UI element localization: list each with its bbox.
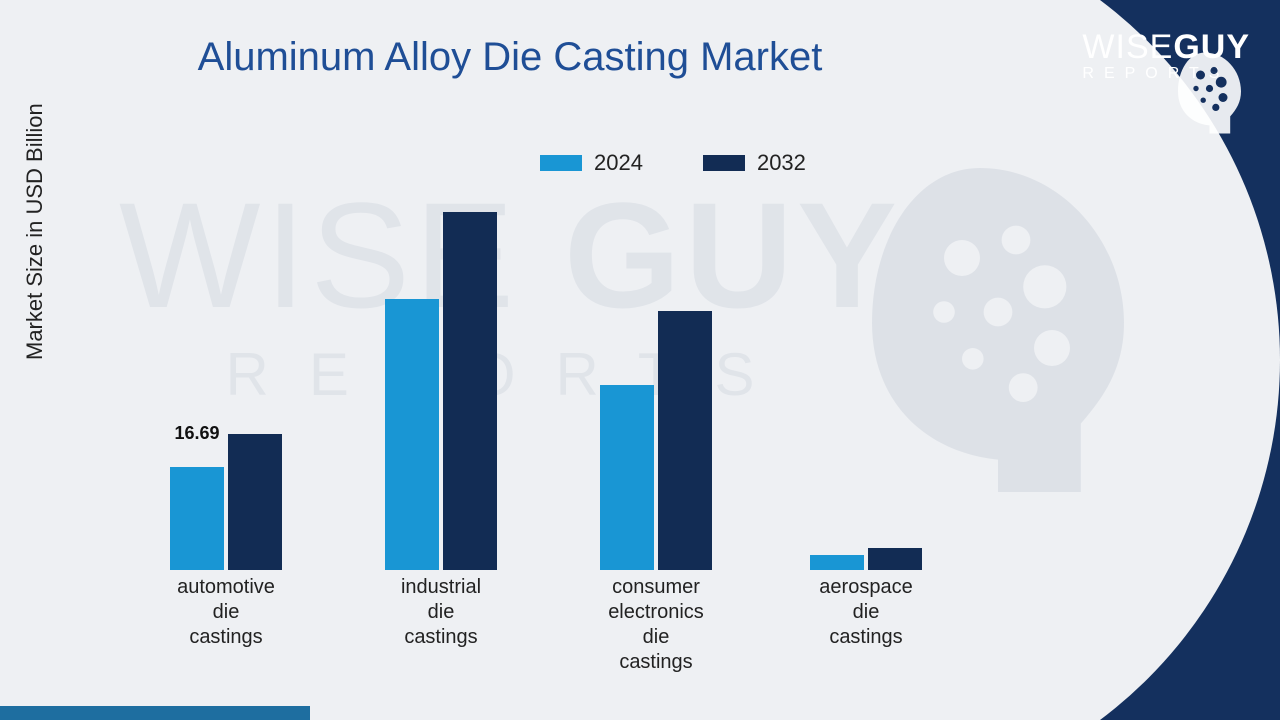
brand-side-panel: WISEGUY REPORTS (960, 0, 1280, 720)
legend-swatch-2032 (703, 155, 745, 171)
x-axis-category-label: automotivediecastings (136, 575, 316, 650)
bar (443, 212, 497, 570)
plot-area: 16.69 (130, 200, 950, 570)
bar (228, 434, 282, 570)
brand-logo: WISEGUY REPORTS (1082, 28, 1250, 83)
x-axis-category-label: consumerelectronicsdiecastings (566, 575, 746, 675)
legend-item-2024: 2024 (540, 150, 643, 176)
x-axis-category-label: aerospacediecastings (776, 575, 956, 650)
y-axis-label: Market Size in USD Billion (22, 103, 48, 360)
footer-accent-bar (0, 706, 310, 720)
legend-swatch-2024 (540, 155, 582, 171)
bar (658, 311, 712, 570)
legend-item-2032: 2032 (703, 150, 806, 176)
brand-head-icon (1160, 48, 1250, 138)
chart-card: WISEGUY REPORTS WISE GUY REPORTS Aluminu… (0, 0, 1280, 720)
legend: 2024 2032 (540, 150, 806, 176)
legend-label-2024: 2024 (594, 150, 643, 176)
chart-title: Aluminum Alloy Die Casting Market (120, 35, 900, 80)
x-axis-category-label: industrialdiecastings (351, 575, 531, 650)
legend-label-2032: 2032 (757, 150, 806, 176)
bar-value-label: 16.69 (174, 423, 219, 444)
bar (170, 467, 224, 570)
bar (810, 555, 864, 570)
bar (385, 299, 439, 570)
bar (868, 548, 922, 570)
bar (600, 385, 654, 570)
